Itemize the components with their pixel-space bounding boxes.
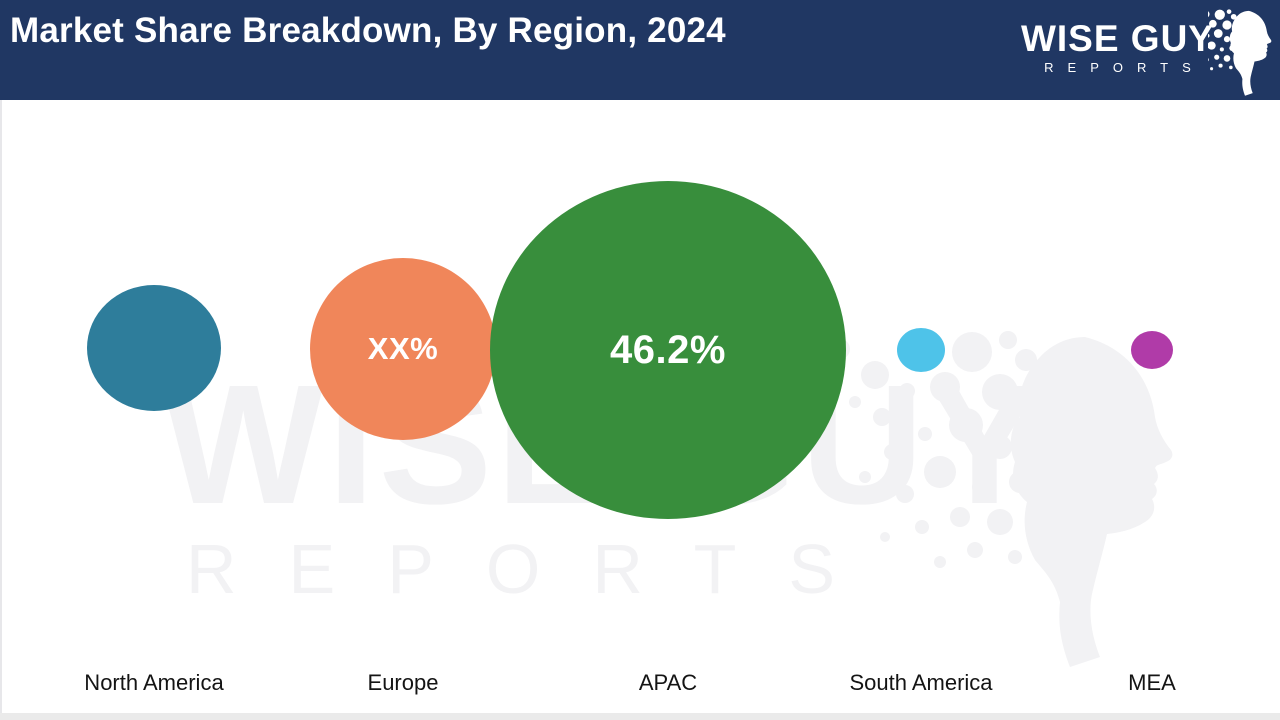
brand-subtitle: REPORTS [1044,59,1205,75]
category-label-north-america: North America [84,670,224,695]
brand-logo: WISE GUY REPORTS [1021,0,1272,100]
bubble-mea [1131,331,1173,369]
category-label-south-america: South America [849,670,993,695]
category-label-apac: APAC [638,670,698,695]
header: Market Share Breakdown, By Region, 2024 … [0,0,1280,100]
page-title: Market Share Breakdown, By Region, 2024 [10,11,726,50]
category-label-mea: MEA [1128,670,1176,695]
brand-name: WISE GUY [1020,18,1214,60]
watermark-subtitle-text: REPORTS [186,530,888,608]
bubble-north-america [87,285,221,411]
bottom-strip [0,713,1280,720]
bubble-europe: XX% [310,258,496,440]
category-label-europe: Europe [367,670,439,695]
bubble-value-label-europe: XX% [367,331,439,366]
bubble-value-label-apac: 46.2% [610,327,726,372]
bubble-south-america [897,328,945,372]
bubble-apac: 46.2% [490,181,846,519]
left-edge-line [0,100,2,713]
